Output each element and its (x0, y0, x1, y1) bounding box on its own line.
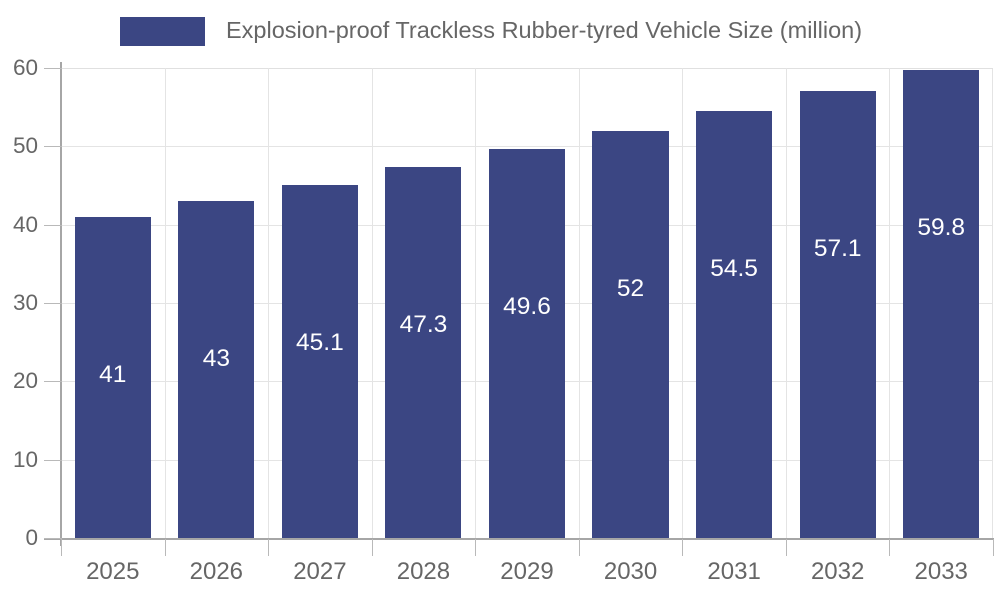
y-tick-label: 40 (12, 211, 38, 237)
y-tick-mark (44, 68, 62, 69)
y-tick-mark (44, 459, 62, 461)
bar-value-label: 54.5 (710, 255, 758, 283)
x-tick-label: 2033 (914, 558, 968, 585)
x-tick-mark (475, 539, 477, 556)
gridline-vertical (165, 68, 166, 538)
bar-value-label: 41 (99, 360, 127, 388)
x-tick-mark (268, 539, 270, 556)
gridline-vertical (372, 68, 373, 538)
gridline-vertical (268, 68, 269, 538)
bar-2029[interactable] (488, 149, 566, 538)
gridline-vertical (579, 68, 580, 538)
x-axis-line (44, 538, 994, 540)
x-tick-mark (889, 539, 891, 556)
bar-value-label: 57.1 (813, 234, 862, 262)
x-tick-label: 2025 (86, 558, 140, 585)
x-tick-mark (371, 539, 373, 556)
bar-value-label: 49.6 (503, 293, 551, 321)
x-tick-label: 2028 (396, 558, 451, 585)
gridline-vertical (682, 68, 683, 538)
x-tick-mark (785, 539, 787, 556)
bar-value-label: 59.8 (917, 213, 966, 241)
y-tick-label: 50 (12, 133, 38, 159)
y-tick-mark (44, 381, 62, 383)
y-tick-label: 20 (12, 368, 38, 394)
y-tick-label: 10 (12, 446, 38, 472)
bar-2028[interactable] (385, 167, 462, 538)
bar-2026[interactable] (178, 201, 255, 538)
bar-2032[interactable] (799, 90, 876, 538)
x-tick-label: 2032 (810, 558, 865, 585)
bar-2027[interactable] (281, 184, 358, 538)
gridline-horizontal (61, 146, 993, 148)
x-tick-mark (61, 539, 62, 556)
x-tick-label: 2029 (500, 558, 554, 585)
y-tick-mark (44, 224, 62, 226)
gridline-horizontal (61, 68, 993, 69)
x-tick-label: 2030 (603, 558, 658, 585)
x-tick-label: 2027 (293, 558, 347, 585)
plot-area: 41 43 45.1 47.3 49.6 52 54.5 57.1 59.8 (61, 68, 993, 539)
bar-value-label: 47.3 (399, 311, 448, 339)
gridline-vertical (475, 68, 476, 538)
x-tick-mark (682, 539, 684, 556)
bar-value-label: 45.1 (296, 328, 344, 356)
x-tick-mark (164, 539, 166, 556)
y-tick-label: 60 (12, 55, 38, 80)
bar-2031[interactable] (696, 111, 773, 538)
y-axis-line (60, 62, 62, 546)
y-tick-mark (44, 303, 62, 304)
x-tick-mark (578, 539, 580, 556)
y-tick-mark (44, 538, 62, 539)
bar-value-label: 52 (616, 274, 645, 302)
chart-legend[interactable]: Explosion-proof Trackless Rubber-tyred V… (120, 14, 862, 48)
x-tick-label: 2026 (189, 558, 244, 585)
bar-2033[interactable] (903, 69, 980, 538)
bar-value-label: 43 (202, 345, 230, 373)
y-tick-label: 0 (25, 525, 38, 550)
bar-2030[interactable] (592, 130, 669, 538)
y-tick-mark (44, 146, 62, 148)
legend-series-label: Explosion-proof Trackless Rubber-tyred V… (226, 17, 863, 44)
x-tick-mark (993, 539, 994, 556)
gridline-vertical (786, 68, 787, 538)
legend-color-swatch (120, 16, 205, 46)
bar-2025[interactable] (74, 216, 151, 538)
gridline-vertical (889, 68, 890, 538)
y-tick-label: 30 (12, 290, 38, 315)
x-tick-label: 2031 (707, 558, 761, 585)
